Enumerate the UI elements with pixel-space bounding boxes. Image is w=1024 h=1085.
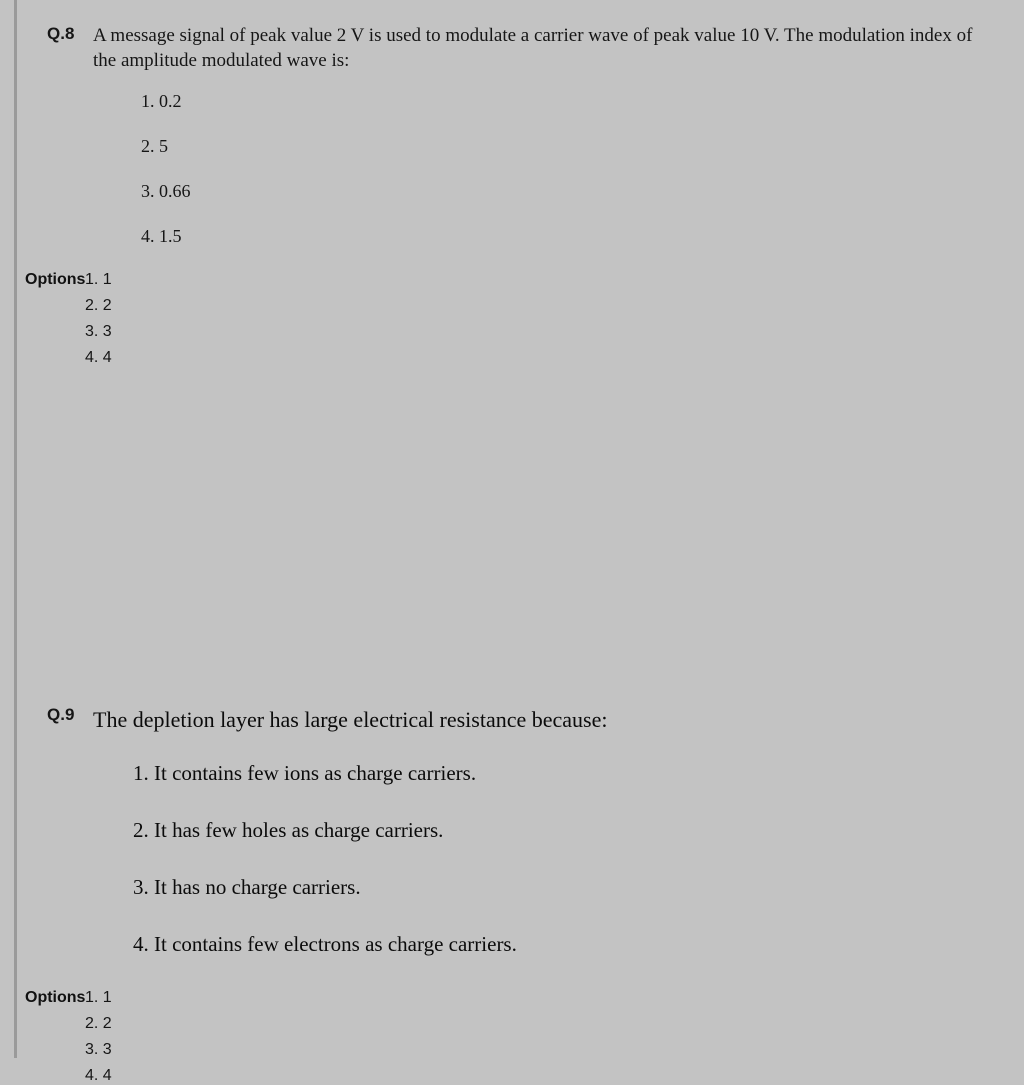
q9-option-2: 2. 2: [85, 1015, 984, 1033]
q8-answer-4: 4. 1.5: [141, 226, 984, 247]
exam-page: Q.8 A message signal of peak value 2 V i…: [14, 0, 1024, 1058]
q9-answer-1: 1. It contains few ions as charge carrie…: [133, 761, 984, 786]
q9-answer-3: 3. It has no charge carriers.: [133, 875, 984, 900]
q8-answer-3: 3. 0.66: [141, 181, 984, 202]
q8-option-1: 1. 1: [85, 271, 112, 289]
question-8-number: Q.8: [47, 24, 93, 73]
options-label: Options: [25, 271, 85, 289]
question-9-text: The depletion layer has large electrical…: [93, 705, 608, 735]
q9-options-rest: 2. 2 3. 3 4. 4: [25, 1015, 984, 1085]
question-8-text: A message signal of peak value 2 V is us…: [93, 24, 984, 73]
q9-answer-4: 4. It contains few electrons as charge c…: [133, 932, 984, 957]
q8-answer-2: 2. 5: [141, 136, 984, 157]
q8-answer-1: 1. 0.2: [141, 91, 984, 112]
question-9-options: Options 1. 1 2. 2 3. 3 4. 4: [17, 989, 984, 1085]
question-8-options: Options 1. 1 2. 2 3. 3 4. 4: [17, 271, 984, 367]
q8-option-2: 2. 2: [85, 297, 984, 315]
question-9-header: Q.9 The depletion layer has large electr…: [17, 705, 984, 735]
q9-option-3: 3. 3: [85, 1041, 984, 1059]
q8-option-row-1: Options 1. 1: [25, 271, 984, 289]
question-8-block: Q.8 A message signal of peak value 2 V i…: [17, 24, 984, 367]
vertical-spacer: [17, 395, 984, 705]
q9-option-row-1: Options 1. 1: [25, 989, 984, 1007]
q8-options-rest: 2. 2 3. 3 4. 4: [25, 297, 984, 367]
q8-option-3: 3. 3: [85, 323, 984, 341]
q9-option-4: 4. 4: [85, 1067, 984, 1085]
question-8-answers: 1. 0.2 2. 5 3. 0.66 4. 1.5: [17, 91, 984, 247]
question-9-number: Q.9: [47, 705, 93, 735]
options-label: Options: [25, 989, 85, 1007]
q9-answer-2: 2. It has few holes as charge carriers.: [133, 818, 984, 843]
q8-option-4: 4. 4: [85, 349, 984, 367]
question-9-answers: 1. It contains few ions as charge carrie…: [17, 761, 984, 957]
q9-option-1: 1. 1: [85, 989, 112, 1007]
question-9-block: Q.9 The depletion layer has large electr…: [17, 705, 984, 1085]
question-8-header: Q.8 A message signal of peak value 2 V i…: [17, 24, 984, 73]
